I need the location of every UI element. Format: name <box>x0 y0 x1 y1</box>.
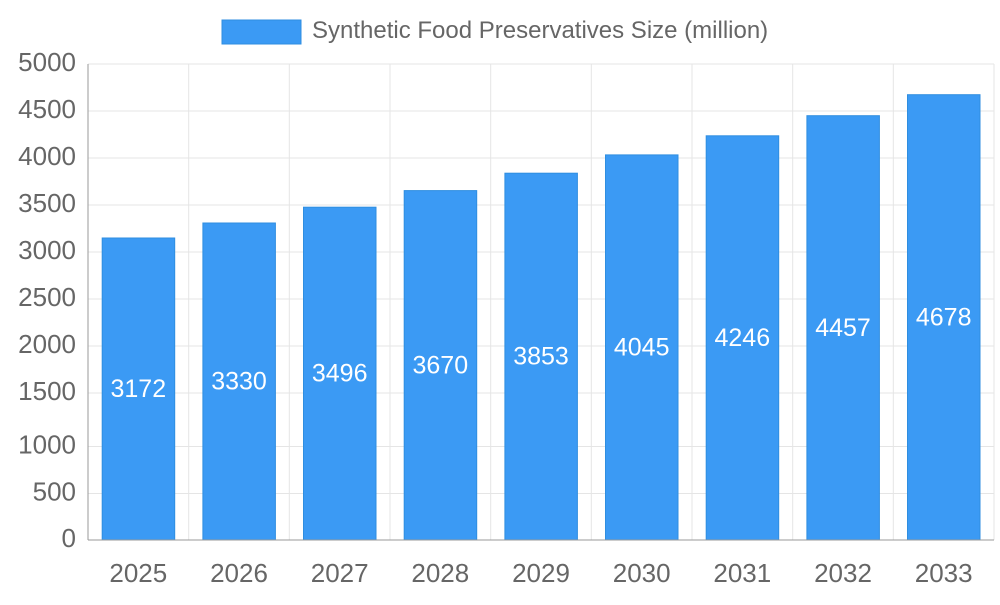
svg-text:4246: 4246 <box>714 324 770 352</box>
svg-text:2000: 2000 <box>18 329 76 359</box>
svg-text:2500: 2500 <box>18 282 76 312</box>
svg-text:1000: 1000 <box>18 430 76 460</box>
svg-text:2026: 2026 <box>210 558 268 588</box>
svg-text:3496: 3496 <box>312 360 368 388</box>
svg-text:3670: 3670 <box>412 351 468 379</box>
svg-text:3172: 3172 <box>110 375 166 403</box>
svg-text:2032: 2032 <box>814 558 872 588</box>
svg-text:2033: 2033 <box>915 558 973 588</box>
svg-text:3000: 3000 <box>18 235 76 265</box>
svg-text:500: 500 <box>33 477 76 507</box>
svg-text:2029: 2029 <box>512 558 570 588</box>
svg-text:3330: 3330 <box>211 368 267 396</box>
svg-text:4500: 4500 <box>18 94 76 124</box>
svg-text:3853: 3853 <box>513 343 569 371</box>
svg-text:4045: 4045 <box>614 334 670 362</box>
svg-text:5000: 5000 <box>18 47 76 77</box>
svg-text:0: 0 <box>62 523 76 553</box>
svg-text:2027: 2027 <box>311 558 369 588</box>
svg-text:1500: 1500 <box>18 376 76 406</box>
svg-text:Synthetic Food Preservatives S: Synthetic Food Preservatives Size (milli… <box>312 17 768 44</box>
svg-text:3500: 3500 <box>18 188 76 218</box>
svg-text:2028: 2028 <box>411 558 469 588</box>
svg-text:4000: 4000 <box>18 141 76 171</box>
svg-text:4457: 4457 <box>815 314 871 342</box>
svg-text:2025: 2025 <box>109 558 167 588</box>
svg-text:4678: 4678 <box>916 303 972 331</box>
svg-text:2030: 2030 <box>613 558 671 588</box>
svg-text:2031: 2031 <box>713 558 771 588</box>
